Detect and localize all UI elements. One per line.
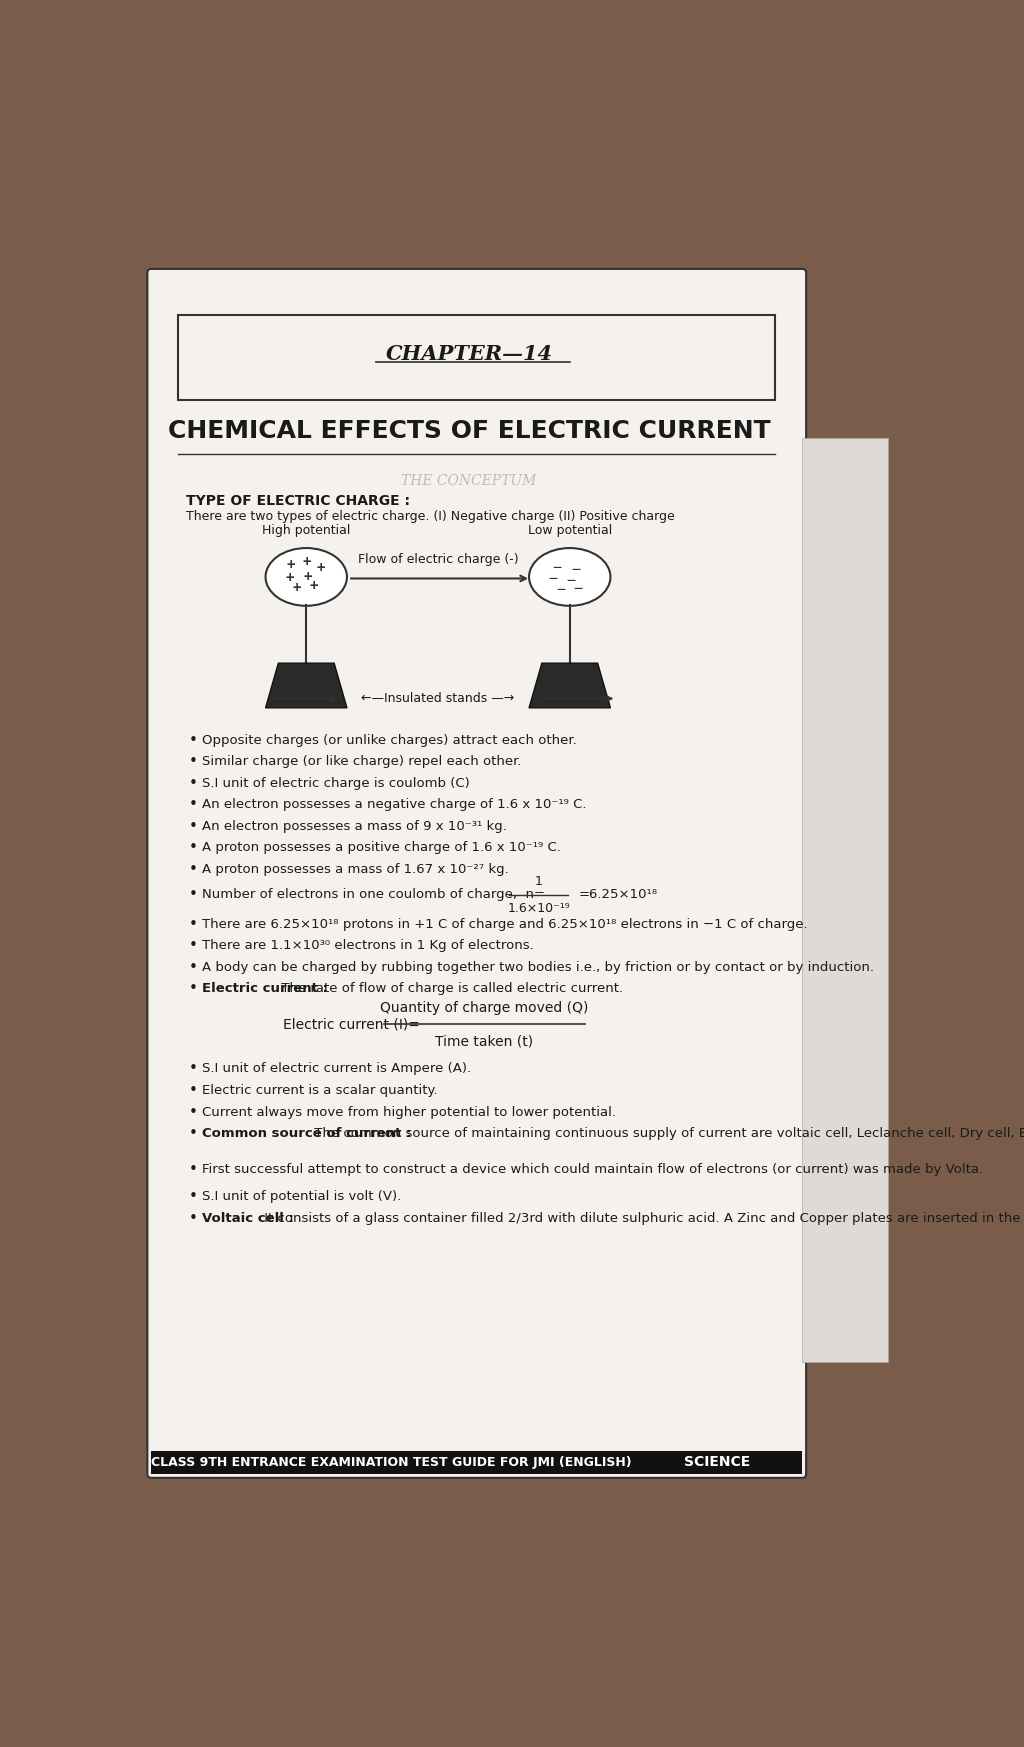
Text: There are 6.25×10¹⁸ protons in +1 C of charge and 6.25×10¹⁸ electrons in −1 C of: There are 6.25×10¹⁸ protons in +1 C of c…: [202, 917, 807, 931]
Text: An electron possesses a mass of 9 x 10⁻³¹ kg.: An electron possesses a mass of 9 x 10⁻³…: [202, 819, 507, 833]
Text: •: •: [188, 755, 198, 769]
Text: =6.25×10¹⁸: =6.25×10¹⁸: [579, 889, 658, 901]
Text: •: •: [188, 1162, 198, 1176]
Text: •: •: [188, 1062, 198, 1076]
Text: A body can be charged by rubbing together two bodies i.e., by friction or by con: A body can be charged by rubbing togethe…: [202, 961, 873, 973]
Text: Time taken (t): Time taken (t): [435, 1034, 534, 1048]
Text: +: +: [293, 582, 301, 596]
Text: 1: 1: [535, 875, 543, 887]
Text: Number of electrons in one coulomb of charge,  n=: Number of electrons in one coulomb of ch…: [202, 889, 545, 901]
Text: •: •: [188, 917, 198, 931]
Text: •: •: [188, 819, 198, 833]
Text: Electric current (I)=: Electric current (I)=: [283, 1017, 420, 1031]
Text: •: •: [188, 887, 198, 903]
Text: CLASS 9TH ENTRANCE EXAMINATION TEST GUIDE FOR JMI (ENGLISH): CLASS 9TH ENTRANCE EXAMINATION TEST GUID…: [152, 1455, 632, 1469]
FancyBboxPatch shape: [147, 269, 806, 1478]
Bar: [802, 438, 888, 1363]
Polygon shape: [529, 664, 610, 708]
Text: High potential: High potential: [262, 524, 350, 536]
Text: •: •: [188, 840, 198, 856]
Text: •: •: [188, 1190, 198, 1204]
Text: An electron possesses a negative charge of 1.6 x 10⁻¹⁹ C.: An electron possesses a negative charge …: [202, 798, 586, 811]
Text: •: •: [188, 861, 198, 877]
Text: THE CONCEPTUM: THE CONCEPTUM: [401, 473, 537, 487]
Text: ←—Insulated stands —→: ←—Insulated stands —→: [361, 692, 515, 706]
Text: Quantity of charge moved (Q): Quantity of charge moved (Q): [380, 1001, 589, 1015]
Text: •: •: [188, 938, 198, 954]
Text: The rate of flow of charge is called electric current.: The rate of flow of charge is called ele…: [276, 982, 623, 996]
Text: +: +: [302, 554, 310, 568]
Text: −: −: [573, 582, 582, 596]
Text: •: •: [188, 1104, 198, 1120]
Text: +: +: [287, 559, 295, 573]
Text: −: −: [556, 582, 565, 597]
Text: Opposite charges (or unlike charges) attract each other.: Opposite charges (or unlike charges) att…: [202, 734, 577, 746]
Text: TYPE OF ELECTRIC CHARGE :: TYPE OF ELECTRIC CHARGE :: [186, 494, 411, 508]
Text: •: •: [188, 776, 198, 791]
Text: •: •: [188, 959, 198, 975]
Text: −: −: [552, 561, 561, 575]
Bar: [178, 314, 775, 400]
Text: S.I unit of potential is volt (V).: S.I unit of potential is volt (V).: [202, 1190, 400, 1204]
Text: A proton possesses a mass of 1.67 x 10⁻²⁷ kg.: A proton possesses a mass of 1.67 x 10⁻²…: [202, 863, 508, 875]
Ellipse shape: [265, 549, 347, 606]
Text: •: •: [188, 1127, 198, 1141]
Text: Flow of electric charge (-): Flow of electric charge (-): [357, 554, 518, 566]
Text: CHAPTER—14: CHAPTER—14: [385, 344, 553, 363]
Text: 1.6×10⁻¹⁹: 1.6×10⁻¹⁹: [507, 901, 570, 915]
Text: Low potential: Low potential: [527, 524, 612, 536]
Text: CHEMICAL EFFECTS OF ELECTRIC CURRENT: CHEMICAL EFFECTS OF ELECTRIC CURRENT: [168, 419, 770, 442]
Text: Voltaic cell :: Voltaic cell :: [202, 1212, 294, 1225]
Text: −: −: [548, 571, 557, 585]
Text: +: +: [303, 570, 312, 583]
Text: It consists of a glass container filled 2/3rd with dilute sulphuric acid. A Zinc: It consists of a glass container filled …: [260, 1212, 1024, 1225]
Text: Similar charge (or like charge) repel each other.: Similar charge (or like charge) repel ea…: [202, 755, 521, 769]
Text: +: +: [310, 580, 318, 594]
Text: Common source of current :: Common source of current :: [202, 1127, 411, 1141]
Text: S.I unit of electric charge is coulomb (C): S.I unit of electric charge is coulomb (…: [202, 777, 469, 790]
Text: Current always move from higher potential to lower potential.: Current always move from higher potentia…: [202, 1106, 615, 1118]
Text: −: −: [566, 573, 575, 587]
Text: SCIENCE: SCIENCE: [684, 1455, 751, 1469]
Text: Electric current is a scalar quantity.: Electric current is a scalar quantity.: [202, 1085, 437, 1097]
Text: −: −: [571, 563, 581, 577]
Text: There are two types of electric charge. (I) Negative charge (II) Positive charge: There are two types of electric charge. …: [186, 510, 675, 524]
Ellipse shape: [529, 549, 610, 606]
Text: +: +: [285, 571, 294, 585]
Text: +: +: [316, 561, 325, 575]
Text: •: •: [188, 1083, 198, 1099]
Polygon shape: [265, 664, 347, 708]
Text: •: •: [188, 797, 198, 812]
Text: •: •: [188, 732, 198, 748]
Text: S.I unit of electric current is Ampere (A).: S.I unit of electric current is Ampere (…: [202, 1062, 471, 1076]
Text: •: •: [188, 1211, 198, 1226]
Text: Electric current :: Electric current :: [202, 982, 328, 996]
Text: There are 1.1×10³⁰ electrons in 1 Kg of electrons.: There are 1.1×10³⁰ electrons in 1 Kg of …: [202, 940, 534, 952]
Text: The common source of maintaining continuous supply of current are voltaic cell, : The common source of maintaining continu…: [310, 1127, 1024, 1141]
Text: A proton possesses a positive charge of 1.6 x 10⁻¹⁹ C.: A proton possesses a positive charge of …: [202, 842, 560, 854]
Text: First successful attempt to construct a device which could maintain flow of elec: First successful attempt to construct a …: [202, 1162, 983, 1176]
Bar: [152, 1450, 802, 1474]
Text: •: •: [188, 982, 198, 996]
